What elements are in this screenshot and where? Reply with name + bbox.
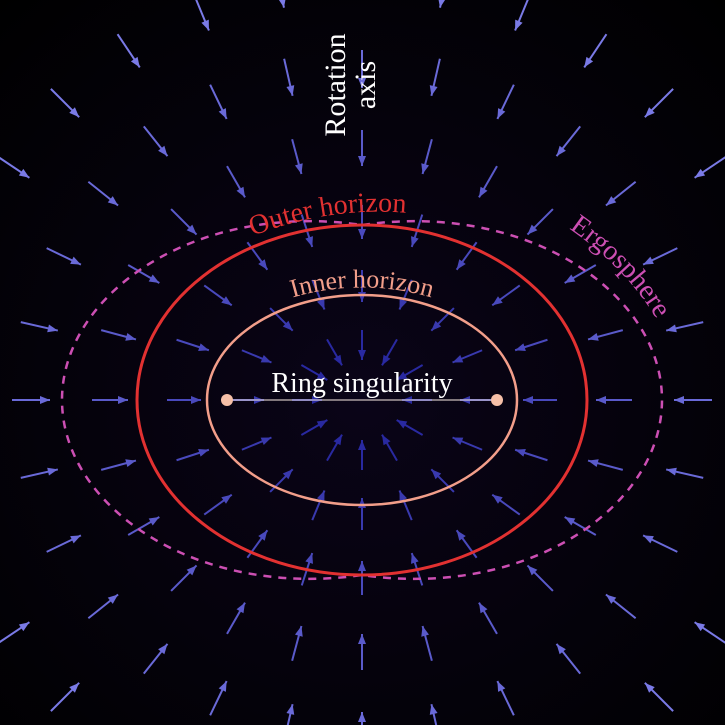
ring-singularity-dot-left [221,394,233,406]
ring-singularity-dot-right [491,394,503,406]
svg-text:Rotation: Rotation [319,33,352,136]
ring-singularity-label: Ring singularity [271,368,452,399]
svg-text:axis: axis [349,61,382,109]
kerr-blackhole-diagram: Outer horizonInner horizonErgosphereRing… [0,0,725,725]
